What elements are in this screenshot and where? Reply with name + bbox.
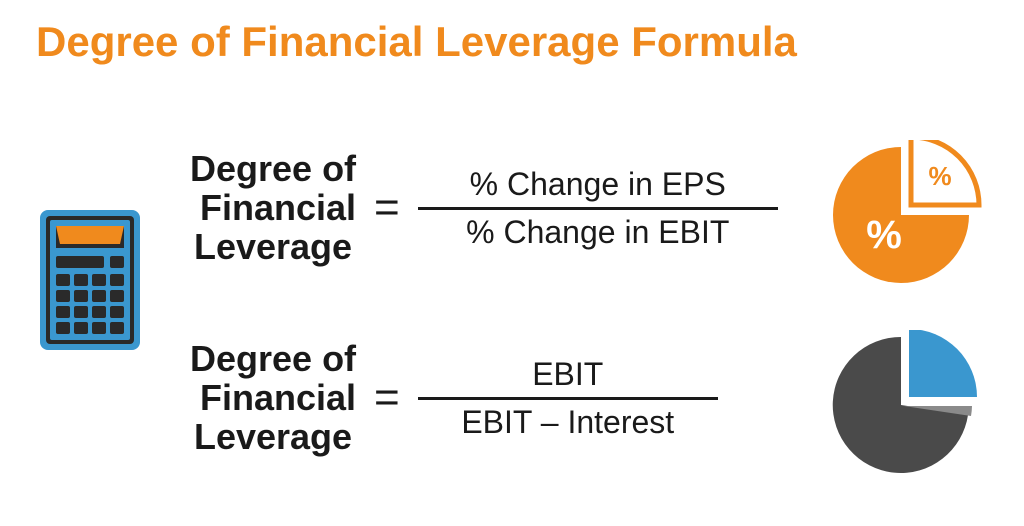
page-title: Degree of Financial Leverage Formula [36, 18, 797, 66]
gray-pie-icon [826, 330, 986, 485]
formula-2-fraction: EBIT EBIT – Interest [418, 352, 718, 445]
formula-2-numerator: EBIT [516, 352, 619, 397]
formula-2-denominator: EBIT – Interest [445, 400, 690, 445]
formula-1-lhs: Degree of Financial Leverage [190, 150, 356, 267]
formula-2-lhs: Degree of Financial Leverage [190, 340, 356, 457]
formula-2: Degree of Financial Leverage = EBIT EBIT… [190, 340, 718, 457]
equals-sign: = [374, 373, 400, 423]
formula-1: Degree of Financial Leverage = % Change … [190, 150, 778, 267]
formula-1-denominator: % Change in EBIT [450, 210, 745, 255]
calculator-icon [40, 210, 140, 355]
svg-text:%: % [928, 161, 951, 191]
percent-pie-icon: % % [826, 140, 986, 295]
svg-text:%: % [866, 213, 902, 257]
formula-1-numerator: % Change in EPS [454, 162, 742, 207]
equals-sign: = [374, 183, 400, 233]
formula-1-fraction: % Change in EPS % Change in EBIT [418, 162, 778, 255]
